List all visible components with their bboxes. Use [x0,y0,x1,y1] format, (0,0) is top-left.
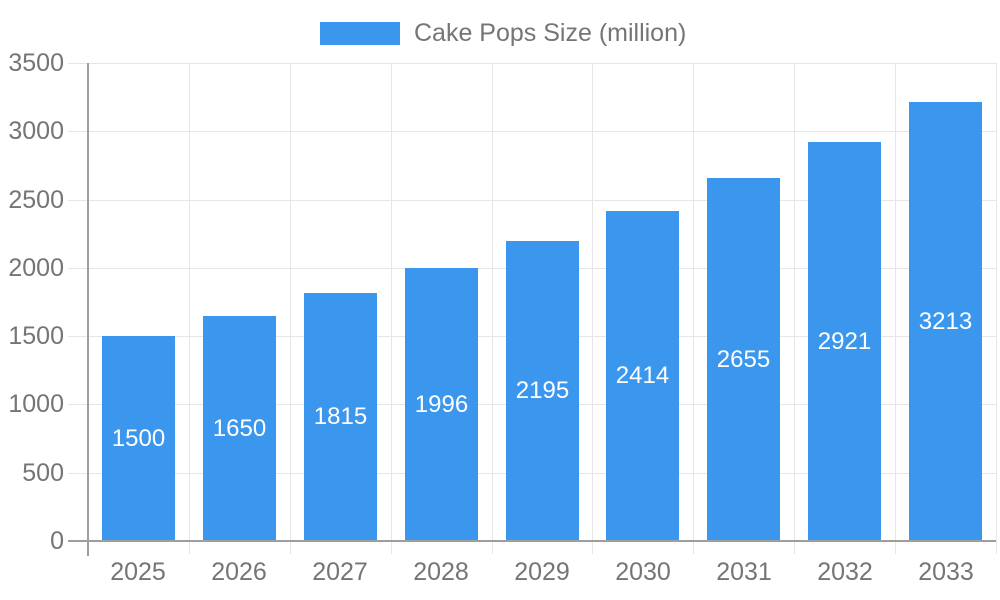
bar-value-label: 1815 [313,403,368,430]
y-axis-label: 1000 [8,390,64,418]
x-axis-label: 2033 [918,558,974,586]
y-axis-label: 500 [22,459,64,487]
legend-swatch [320,21,400,45]
x-axis-label: 2026 [211,558,267,586]
y-axis-label: 3500 [8,49,64,77]
x-gridline [290,63,291,554]
bar-value-label: 2655 [716,345,771,373]
bar-2025[interactable]: 1500 [102,336,175,541]
x-axis-label: 2027 [312,558,368,586]
bar-value-label: 3213 [918,307,973,335]
x-axis-baseline [68,540,996,542]
bar-2031[interactable]: 2655 [707,178,780,541]
bar-2032[interactable]: 2921 [808,142,881,541]
legend[interactable]: Cake Pops Size (million) [320,18,686,48]
bar-2027[interactable]: 1815 [304,293,377,541]
x-axis-label: 2032 [817,558,873,586]
bar-2026[interactable]: 1650 [203,316,276,541]
y-axis-label: 1500 [8,322,64,350]
x-gridline [794,63,795,554]
x-gridline [693,63,694,554]
y-gridline [68,200,996,201]
x-axis-label: 2028 [413,558,469,586]
x-axis-label: 2031 [716,558,772,586]
bar-value-label: 1996 [414,390,469,418]
y-axis-line [87,63,89,556]
y-axis-label: 0 [50,527,64,555]
x-gridline [996,63,997,554]
x-gridline [391,63,392,554]
bar-2030[interactable]: 2414 [606,211,679,541]
bar-value-label: 2921 [817,327,872,355]
y-gridline [68,63,996,64]
x-gridline [592,63,593,554]
bar-2033[interactable]: 3213 [909,102,982,541]
x-axis-label: 2029 [514,558,570,586]
y-gridline [68,131,996,132]
bar-2028[interactable]: 1996 [405,268,478,541]
y-axis-label: 2500 [8,186,64,214]
bar-value-label: 1500 [111,424,166,452]
x-axis-label: 2025 [110,558,166,586]
x-gridline [492,63,493,554]
bar-value-label: 1650 [212,414,267,442]
bar-2029[interactable]: 2195 [506,241,579,541]
x-axis-label: 2030 [615,558,671,586]
bar-value-label: 2414 [615,362,670,389]
y-axis-label: 3000 [8,117,64,145]
legend-label: Cake Pops Size (million) [414,19,687,47]
bar-value-label: 2195 [515,377,570,404]
x-gridline [895,63,896,554]
y-axis-label: 2000 [8,254,64,282]
x-gridline [189,63,190,554]
